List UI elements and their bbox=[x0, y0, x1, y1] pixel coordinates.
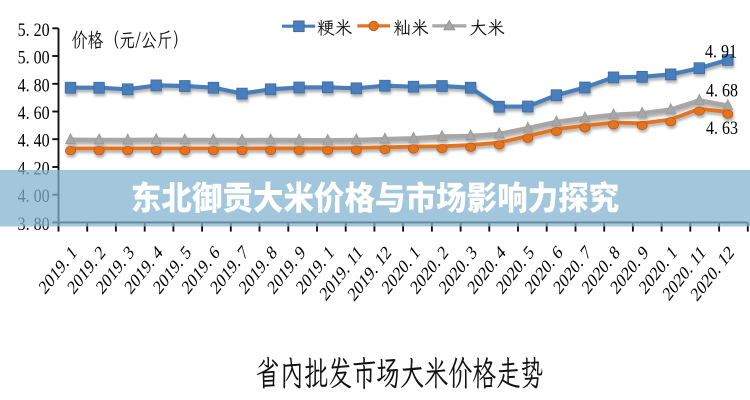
svg-text:4. 91: 4. 91 bbox=[705, 40, 737, 62]
svg-text:5. 20: 5. 20 bbox=[18, 18, 50, 40]
svg-text:4. 60: 4. 60 bbox=[18, 102, 50, 124]
svg-text:5. 00: 5. 00 bbox=[18, 46, 50, 68]
svg-text:4. 63: 4. 63 bbox=[706, 116, 738, 138]
svg-text:4. 40: 4. 40 bbox=[18, 129, 50, 151]
svg-text:4. 68: 4. 68 bbox=[706, 79, 738, 101]
svg-text:4. 80: 4. 80 bbox=[18, 74, 50, 96]
